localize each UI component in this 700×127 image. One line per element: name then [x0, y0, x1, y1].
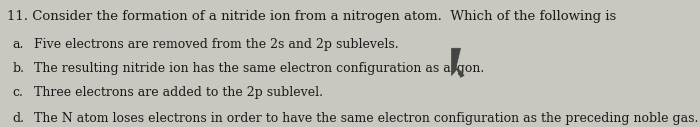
Text: Three electrons are added to the 2p sublevel.: Three electrons are added to the 2p subl… [34, 86, 323, 99]
Text: The N atom loses electrons in order to have the same electron configuration as t: The N atom loses electrons in order to h… [34, 112, 698, 125]
Polygon shape [452, 48, 464, 77]
Text: The resulting nitride ion has the same electron configuration as argon.: The resulting nitride ion has the same e… [34, 62, 484, 75]
Text: 11. Consider the formation of a nitride ion from a nitrogen atom.  Which of the : 11. Consider the formation of a nitride … [7, 10, 620, 23]
Text: c.: c. [13, 86, 24, 99]
Text: a.: a. [13, 38, 24, 51]
Text: Five electrons are removed from the 2s and 2p sublevels.: Five electrons are removed from the 2s a… [34, 38, 398, 51]
Text: b.: b. [13, 62, 25, 75]
Text: d.: d. [13, 112, 25, 125]
